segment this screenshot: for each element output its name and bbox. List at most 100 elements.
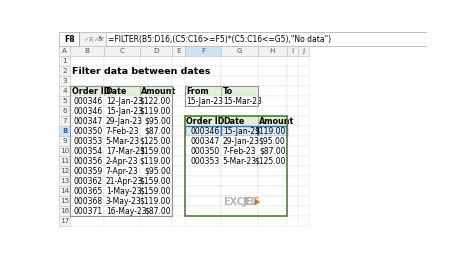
Bar xyxy=(70,106,104,116)
Bar xyxy=(140,146,173,156)
Bar xyxy=(104,207,140,217)
Bar xyxy=(104,76,140,86)
Bar xyxy=(59,136,70,146)
Bar xyxy=(298,116,309,126)
Bar xyxy=(258,86,287,96)
Text: Order ID: Order ID xyxy=(72,87,110,96)
Bar xyxy=(140,86,173,96)
Bar xyxy=(185,126,221,136)
Text: 8: 8 xyxy=(62,128,67,134)
Text: 7-Feb-23: 7-Feb-23 xyxy=(223,147,256,156)
Bar xyxy=(59,126,70,136)
Bar xyxy=(104,196,140,207)
Text: 13: 13 xyxy=(60,178,69,184)
Bar xyxy=(104,136,140,146)
Polygon shape xyxy=(255,199,260,205)
Text: 16-May-23: 16-May-23 xyxy=(106,207,146,216)
Bar xyxy=(221,156,258,166)
Text: Amount: Amount xyxy=(259,117,294,126)
Bar xyxy=(70,106,104,116)
Bar xyxy=(221,207,258,217)
Bar xyxy=(185,116,221,126)
Bar xyxy=(70,86,104,96)
Bar xyxy=(59,176,70,186)
Bar xyxy=(140,136,173,146)
Bar xyxy=(104,196,140,207)
Bar xyxy=(70,196,104,207)
Text: $119.00: $119.00 xyxy=(139,157,171,166)
Bar xyxy=(70,136,104,146)
Bar xyxy=(298,166,309,176)
Bar xyxy=(287,86,298,96)
Bar xyxy=(221,166,258,176)
Bar xyxy=(104,46,140,56)
Bar xyxy=(140,176,173,186)
Bar xyxy=(59,46,70,56)
Bar xyxy=(258,207,287,217)
Bar xyxy=(298,46,309,56)
Bar xyxy=(185,207,221,217)
Text: 7-Feb-23: 7-Feb-23 xyxy=(106,127,139,136)
Text: $119.00: $119.00 xyxy=(254,127,285,136)
Text: 000353: 000353 xyxy=(73,137,103,146)
Text: $87.00: $87.00 xyxy=(144,207,171,216)
Bar xyxy=(173,166,185,176)
Bar xyxy=(140,136,173,146)
Bar xyxy=(70,166,104,176)
Bar xyxy=(70,186,104,196)
Text: 3: 3 xyxy=(63,78,67,84)
Bar xyxy=(221,46,258,56)
Bar xyxy=(104,176,140,186)
Text: 29-Jan-23: 29-Jan-23 xyxy=(223,137,260,146)
Bar xyxy=(298,217,309,227)
Bar xyxy=(287,76,298,86)
Bar xyxy=(221,217,258,227)
Bar xyxy=(185,86,221,96)
Bar xyxy=(70,176,104,186)
Bar xyxy=(70,176,104,186)
Bar xyxy=(70,146,104,156)
Bar xyxy=(104,207,140,217)
Text: $87.00: $87.00 xyxy=(259,147,285,156)
Text: $95.00: $95.00 xyxy=(144,167,171,176)
Text: 1: 1 xyxy=(63,58,67,64)
Text: JET: JET xyxy=(243,197,260,207)
Bar xyxy=(298,136,309,146)
Bar xyxy=(173,126,185,136)
Text: Amount: Amount xyxy=(141,87,177,96)
Bar xyxy=(104,96,140,106)
Bar xyxy=(59,207,70,217)
Text: $95.00: $95.00 xyxy=(259,137,285,146)
Bar xyxy=(287,176,298,186)
Text: 000359: 000359 xyxy=(73,167,103,176)
Bar xyxy=(140,116,173,126)
Bar xyxy=(104,106,140,116)
Bar xyxy=(173,56,185,66)
Text: I: I xyxy=(292,48,293,54)
Bar xyxy=(185,86,258,106)
Bar xyxy=(104,166,140,176)
Text: 2-Apr-23: 2-Apr-23 xyxy=(106,157,138,166)
Bar xyxy=(140,207,173,217)
Text: 6: 6 xyxy=(63,108,67,114)
Text: $159.00: $159.00 xyxy=(139,147,171,156)
Bar xyxy=(258,166,287,176)
Text: Date: Date xyxy=(106,87,127,96)
Bar xyxy=(298,146,309,156)
Bar xyxy=(221,176,258,186)
Bar xyxy=(258,176,287,186)
Bar xyxy=(185,176,221,186)
Text: F: F xyxy=(201,48,205,54)
Bar xyxy=(185,176,221,186)
Bar xyxy=(258,186,287,196)
Bar xyxy=(59,156,70,166)
Bar xyxy=(221,146,258,156)
Bar xyxy=(185,76,221,86)
Bar xyxy=(70,186,104,196)
Bar xyxy=(104,176,140,186)
Bar xyxy=(258,186,287,196)
Bar xyxy=(140,86,173,96)
Bar xyxy=(258,166,287,176)
Bar xyxy=(287,126,298,136)
Bar xyxy=(173,176,185,186)
